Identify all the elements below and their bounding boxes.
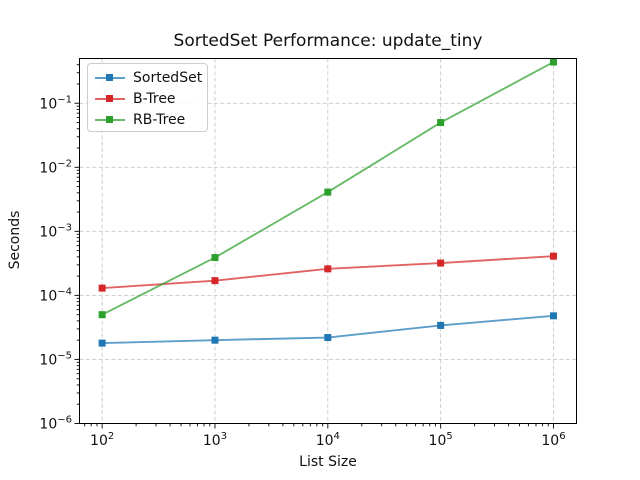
b-tree-marker xyxy=(549,252,557,260)
y-axis-label: Seconds xyxy=(7,210,23,270)
rb-tree-marker xyxy=(98,311,106,319)
legend-item-b-tree: B-Tree xyxy=(88,88,207,109)
sortedset-marker xyxy=(437,321,445,329)
legend-label-rb-tree: RB-Tree xyxy=(133,111,186,128)
rb-tree-marker xyxy=(437,119,445,127)
legend-label-b-tree: B-Tree xyxy=(133,90,176,107)
chart-title: SortedSet Performance: update_tiny xyxy=(173,31,483,51)
sortedset-marker xyxy=(324,334,332,342)
y-tick-label: 10−2 xyxy=(39,158,72,176)
b-tree-marker xyxy=(211,277,219,285)
x-tick-label: 106 xyxy=(541,431,565,449)
axes-spines xyxy=(79,58,577,424)
legend: SortedSet B-Tree RB-Tree xyxy=(87,63,208,132)
rb-tree-marker xyxy=(324,188,332,196)
x-axis-label: List Size xyxy=(299,454,357,470)
legend-item-rb-tree: RB-Tree xyxy=(88,109,207,130)
y-tick-label: 10−6 xyxy=(39,415,72,433)
b-tree-line-swatch xyxy=(95,92,125,106)
x-tick-label: 102 xyxy=(90,431,114,449)
rb-tree-marker xyxy=(211,254,219,262)
b-tree-marker xyxy=(324,265,332,273)
x-tick-label: 103 xyxy=(203,431,227,449)
sortedset-marker xyxy=(549,312,557,320)
rb-tree-marker xyxy=(549,58,557,66)
x-tick-label: 104 xyxy=(316,431,340,449)
y-tick-label: 10−1 xyxy=(39,94,72,112)
b-tree-marker xyxy=(437,259,445,267)
y-tick-label: 10−3 xyxy=(39,222,72,240)
x-tick-label: 105 xyxy=(429,431,453,449)
y-tick-label: 10−5 xyxy=(39,350,72,368)
rb-tree-line-swatch xyxy=(95,113,125,127)
b-tree-marker xyxy=(98,284,106,292)
legend-label-sortedset: SortedSet xyxy=(133,69,203,86)
sortedset-marker xyxy=(98,339,106,347)
sortedset-line-swatch xyxy=(95,71,125,85)
y-tick-label: 10−4 xyxy=(39,286,72,304)
legend-item-sortedset: SortedSet xyxy=(88,67,207,88)
sortedset-marker xyxy=(211,336,219,344)
